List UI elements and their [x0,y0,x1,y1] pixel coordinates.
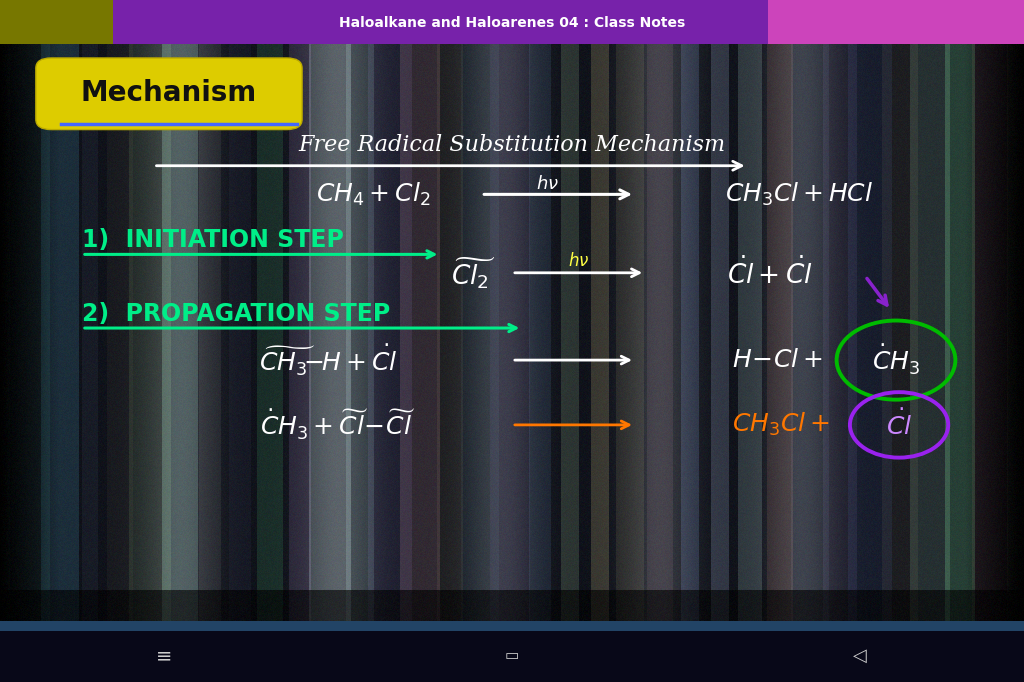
Text: ▭: ▭ [505,649,519,664]
FancyBboxPatch shape [0,0,113,44]
Text: $\dot{C}H_3$: $\dot{C}H_3$ [872,343,920,377]
Text: 2)  PROPAGATION STEP: 2) PROPAGATION STEP [82,301,390,326]
Text: ≡: ≡ [156,647,172,666]
Text: $\dot{Cl} + \dot{Cl}$: $\dot{Cl} + \dot{Cl}$ [727,256,813,289]
Text: Mechanism: Mechanism [81,78,257,107]
Text: Haloalkane and Haloarenes 04 : Class Notes: Haloalkane and Haloarenes 04 : Class Not… [339,16,685,29]
Text: $\dot{C}H_3 + \widetilde{Cl}\!-\!\widetilde{Cl}$: $\dot{C}H_3 + \widetilde{Cl}\!-\!\wideti… [260,408,416,442]
Text: $CH_3Cl +$: $CH_3Cl +$ [732,411,829,439]
FancyBboxPatch shape [0,621,1024,631]
Text: $h\nu$: $h\nu$ [568,252,589,270]
Text: $H\!-\!Cl +$: $H\!-\!Cl +$ [732,349,823,372]
Text: 1)  INITIATION STEP: 1) INITIATION STEP [82,228,344,252]
FancyBboxPatch shape [0,0,1024,44]
FancyBboxPatch shape [0,627,1024,682]
Text: $\widetilde{CH_3}\!\!-\!\!H + \dot{Cl}$: $\widetilde{CH_3}\!\!-\!\!H + \dot{Cl}$ [258,342,397,378]
Text: $\widetilde{Cl_2}$: $\widetilde{Cl_2}$ [451,255,496,291]
Text: $CH_3Cl + HCl$: $CH_3Cl + HCl$ [725,181,872,208]
Text: ◁: ◁ [853,647,867,665]
FancyBboxPatch shape [36,58,302,130]
Text: Free Radical Substitution Mechanism: Free Radical Substitution Mechanism [298,134,726,156]
FancyBboxPatch shape [768,0,1024,44]
Text: $\dot{Cl}$: $\dot{Cl}$ [886,409,912,441]
Text: $h\nu$: $h\nu$ [537,175,559,193]
Text: $CH_4 + Cl_2$: $CH_4 + Cl_2$ [316,181,431,208]
